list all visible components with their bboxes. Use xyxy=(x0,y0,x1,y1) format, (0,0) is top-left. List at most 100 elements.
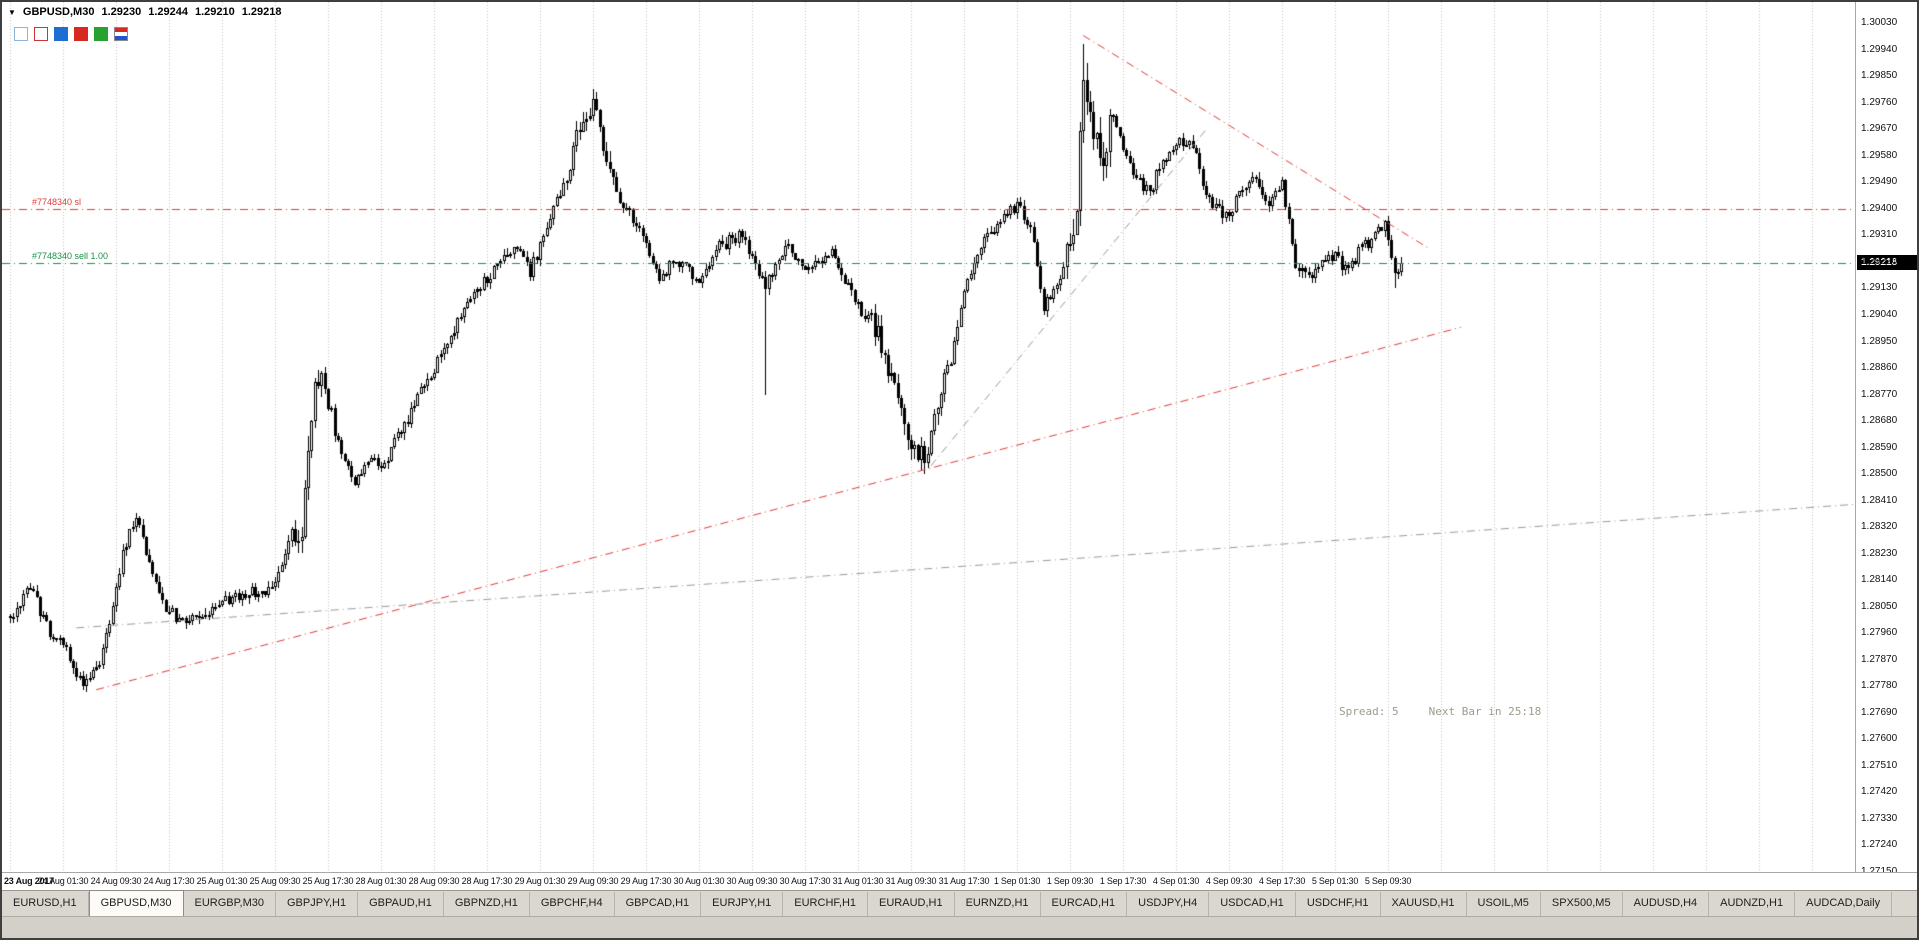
chart-tab-spx500-m5[interactable]: SPX500,M5 xyxy=(1540,892,1623,916)
spread-label: Spread: 5 xyxy=(1339,705,1399,718)
chart-tab-eurgbp-m30[interactable]: EURGBP,M30 xyxy=(183,892,276,916)
price-axis-label: 1.29580 xyxy=(1861,149,1898,161)
price-axis-label: 1.29220 xyxy=(1861,255,1898,267)
price-axis-label: 1.29310 xyxy=(1861,229,1898,241)
time-axis-label: 1 Sep 17:30 xyxy=(1099,876,1147,886)
time-axis-label: 1 Sep 09:30 xyxy=(1046,876,1094,886)
price-axis-label: 1.30030 xyxy=(1861,17,1898,29)
price-axis-label: 1.28950 xyxy=(1861,335,1898,347)
chart-tab-eurchf-h1[interactable]: EURCHF,H1 xyxy=(783,892,869,916)
price-axis-label: 1.29490 xyxy=(1861,176,1898,188)
price-axis-label: 1.28410 xyxy=(1861,494,1898,506)
swatch-white-button[interactable] xyxy=(14,27,28,41)
symbol-period-label: GBPUSD,M30 xyxy=(22,6,95,18)
bottom-scroll-strip xyxy=(2,916,1917,938)
chart-tab-xauusd-h1[interactable]: XAUUSD,H1 xyxy=(1380,892,1467,916)
chart-symbol-overlay: ▼ GBPUSD,M30 1.29230 1.29244 1.29210 1.2… xyxy=(8,6,282,18)
chart-tab-gbpchf-h4[interactable]: GBPCHF,H4 xyxy=(529,892,615,916)
color-swatch-toolbar xyxy=(14,27,128,41)
time-axis-label: 28 Aug 17:30 xyxy=(461,876,513,886)
price-axis-label: 1.29040 xyxy=(1861,308,1898,320)
swatch-flag-stripes-button[interactable] xyxy=(114,27,128,41)
price-axis-label: 1.27870 xyxy=(1861,653,1898,665)
time-axis-label: 30 Aug 01:30 xyxy=(673,876,725,886)
price-axis-label: 1.29400 xyxy=(1861,202,1898,214)
time-axis-label: 4 Sep 01:30 xyxy=(1152,876,1200,886)
current-price-tag: 1.29218 xyxy=(1857,254,1917,270)
stop-loss-line-label[interactable]: #7748340 sl xyxy=(32,196,82,207)
chart-tab-eurjpy-h1[interactable]: EURJPY,H1 xyxy=(701,892,784,916)
chart-tab-gbpusd-m30[interactable]: GBPUSD,M30 xyxy=(88,890,184,916)
time-axis-label: 29 Aug 17:30 xyxy=(620,876,672,886)
swatch-green-button[interactable] xyxy=(94,27,108,41)
time-axis-label: 4 Sep 17:30 xyxy=(1258,876,1306,886)
price-axis[interactable]: 1.29218 1.30030 1.29940 1.29850 1.29760 1.29… xyxy=(1855,2,1917,877)
price-axis-label: 1.28680 xyxy=(1861,415,1898,427)
price-axis-label: 1.28770 xyxy=(1861,388,1898,400)
price-axis-label: 1.28140 xyxy=(1861,574,1898,586)
time-axis-label: 29 Aug 09:30 xyxy=(567,876,619,886)
time-axis-label: 25 Aug 01:30 xyxy=(196,876,248,886)
chart-tab-usdchf-h1[interactable]: USDCHF,H1 xyxy=(1295,892,1381,916)
time-axis-label: 24 Aug 09:30 xyxy=(90,876,142,886)
time-axis-label: 23 Aug 2017 xyxy=(4,876,54,886)
time-axis-label: 31 Aug 17:30 xyxy=(938,876,990,886)
price-axis-label: 1.29940 xyxy=(1861,43,1898,55)
price-axis-label: 1.29670 xyxy=(1861,123,1898,135)
time-axis-label: 30 Aug 17:30 xyxy=(779,876,831,886)
chart-tab-audcad-daily[interactable]: AUDCAD,Daily xyxy=(1795,892,1893,916)
price-axis-label: 1.27330 xyxy=(1861,812,1898,824)
price-axis-label: 1.28590 xyxy=(1861,441,1898,453)
price-axis-label: 1.28500 xyxy=(1861,468,1898,480)
time-axis-label: 28 Aug 09:30 xyxy=(408,876,460,886)
time-axis-label: 31 Aug 09:30 xyxy=(885,876,937,886)
time-axis-label: 28 Aug 01:30 xyxy=(355,876,407,886)
ohlc-close: 1.29218 xyxy=(241,6,282,18)
chart-tab-gbpnzd-h1[interactable]: GBPNZD,H1 xyxy=(443,892,530,916)
price-axis-label: 1.28320 xyxy=(1861,521,1898,533)
price-axis-label: 1.27600 xyxy=(1861,733,1898,745)
price-axis-label: 1.28050 xyxy=(1861,600,1898,612)
time-axis-label: 29 Aug 01:30 xyxy=(514,876,566,886)
time-axis-label: 5 Sep 01:30 xyxy=(1311,876,1359,886)
time-axis-label: 4 Sep 09:30 xyxy=(1205,876,1253,886)
swatch-red-button[interactable] xyxy=(74,27,88,41)
chart-tab-audnzd-h1[interactable]: AUDNZD,H1 xyxy=(1709,892,1796,916)
time-axis-label: 25 Aug 17:30 xyxy=(302,876,354,886)
chart-tab-eurcad-h1[interactable]: EURCAD,H1 xyxy=(1040,892,1128,916)
time-axis-label: 24 Aug 01:30 xyxy=(37,876,89,886)
price-axis-label: 1.29760 xyxy=(1861,96,1898,108)
chart-tab-eurusd-h1[interactable]: EURUSD,H1 xyxy=(2,892,89,916)
time-axis[interactable]: 23 Aug 2017 24 Aug 01:30 24 Aug 09:30 24 Au… xyxy=(2,872,1917,890)
chart-tab-gbpaud-h1[interactable]: GBPAUD,H1 xyxy=(358,892,444,916)
chart-tab-euraud-h1[interactable]: EURAUD,H1 xyxy=(868,892,955,916)
time-axis-label: 30 Aug 09:30 xyxy=(726,876,778,886)
chart-tab-usdcad-h1[interactable]: USDCAD,H1 xyxy=(1209,892,1296,916)
time-axis-label: 5 Sep 09:30 xyxy=(1364,876,1412,886)
price-axis-label: 1.27150 xyxy=(1861,866,1897,877)
swatch-outline-red-button[interactable] xyxy=(34,27,48,41)
chart-tab-audusd-h4[interactable]: AUDUSD,H4 xyxy=(1622,892,1710,916)
price-axis-label: 1.27420 xyxy=(1861,786,1898,798)
swatch-blue-button[interactable] xyxy=(54,27,68,41)
chart-tab-eurnzd-h1[interactable]: EURNZD,H1 xyxy=(954,892,1041,916)
time-axis-label: 1 Sep 01:30 xyxy=(993,876,1041,886)
chart-tab-usoil-m5[interactable]: USOIL,M5 xyxy=(1466,892,1541,916)
price-axis-label: 1.27240 xyxy=(1861,839,1898,851)
price-axis-label: 1.29850 xyxy=(1861,70,1898,82)
chart-tab-gbpjpy-h1[interactable]: GBPJPY,H1 xyxy=(276,892,359,916)
price-axis-label: 1.28860 xyxy=(1861,362,1898,374)
price-axis-label: 1.27510 xyxy=(1861,759,1898,771)
price-axis-label: 1.29130 xyxy=(1861,282,1898,294)
price-axis-label: 1.27960 xyxy=(1861,627,1898,639)
chart-tab-usdjpy-h4[interactable]: USDJPY,H4 xyxy=(1127,892,1210,916)
sell-order-line-label[interactable]: #7748340 sell 1.00 xyxy=(32,250,109,261)
time-axis-label: 24 Aug 17:30 xyxy=(143,876,195,886)
chart-window: ▼ GBPUSD,M30 1.29230 1.29244 1.29210 1.2… xyxy=(2,2,1917,890)
price-chart-canvas[interactable] xyxy=(2,2,1855,872)
chart-tab-gbpcad-h1[interactable]: GBPCAD,H1 xyxy=(614,892,702,916)
dropdown-arrow-icon: ▼ xyxy=(8,7,16,17)
ohlc-high: 1.29244 xyxy=(148,6,188,18)
price-axis-label: 1.27780 xyxy=(1861,680,1898,692)
